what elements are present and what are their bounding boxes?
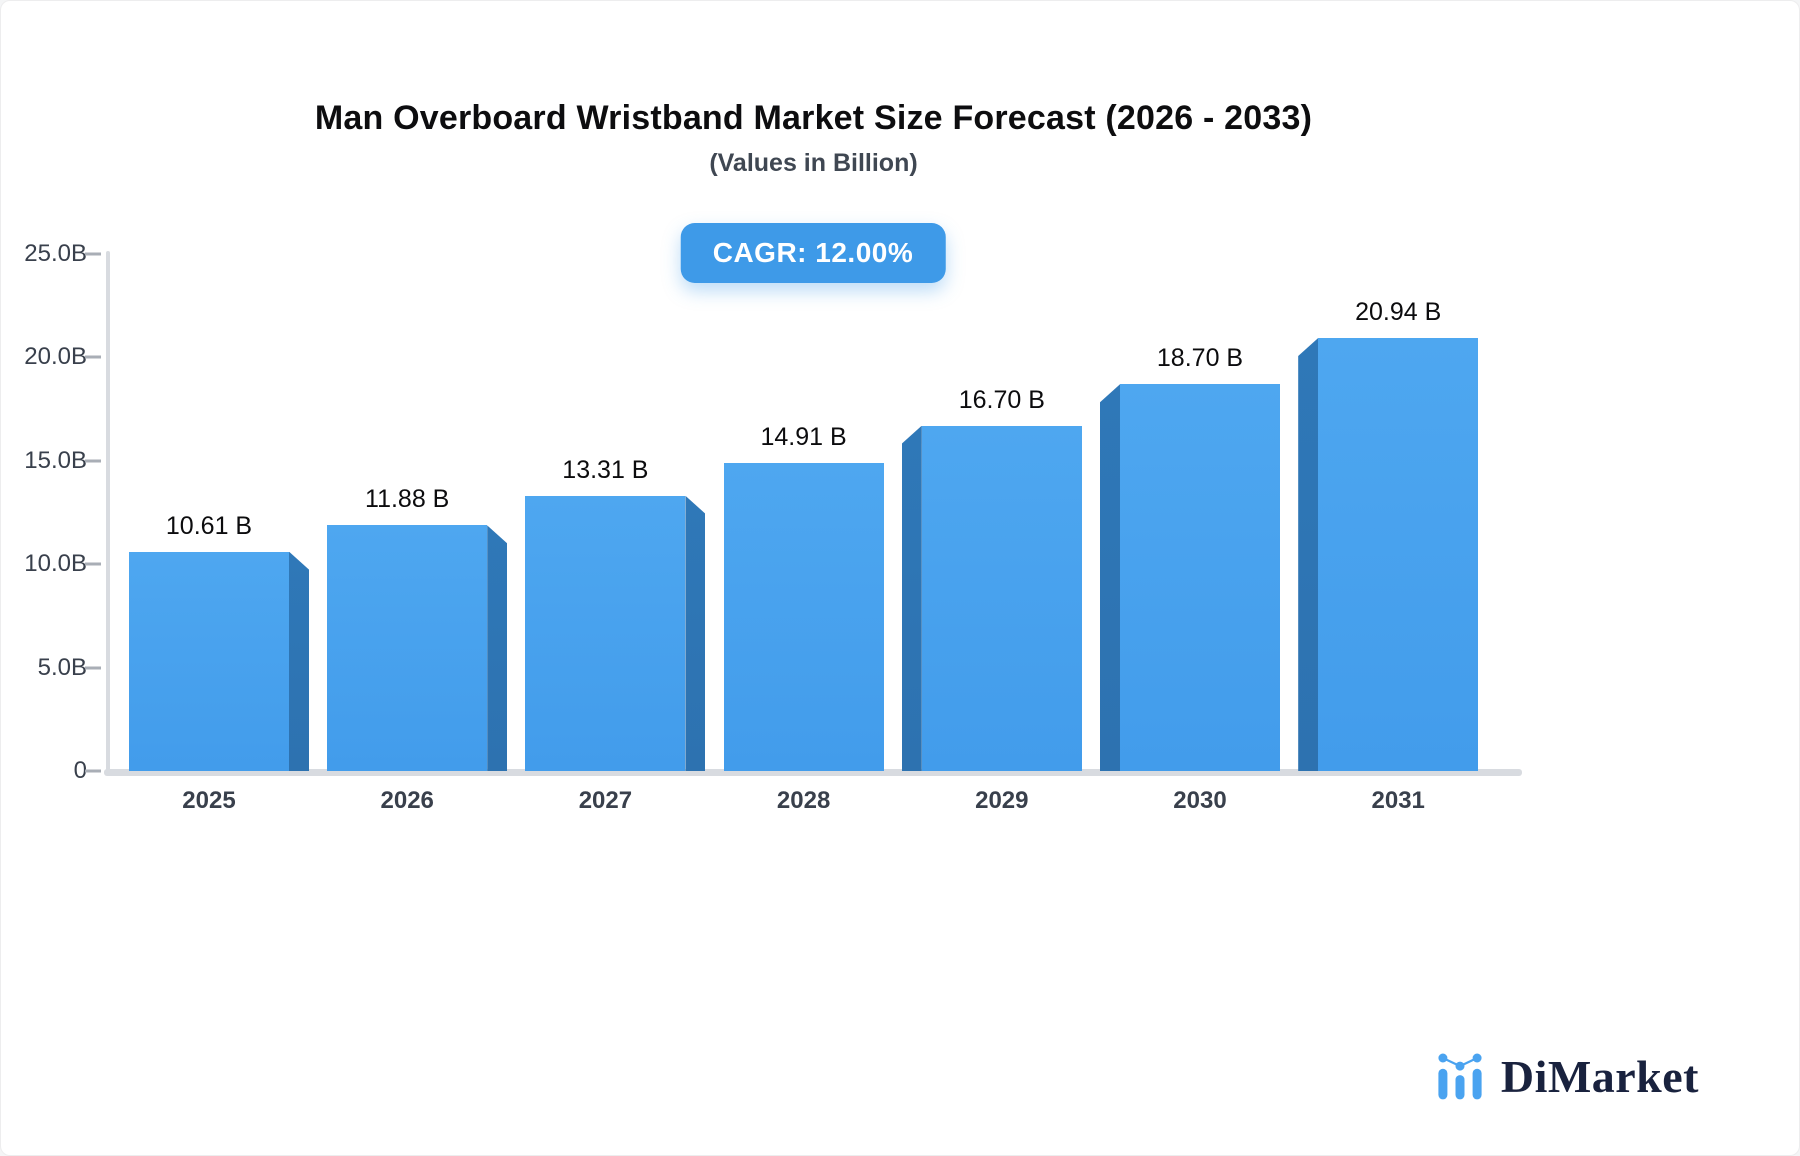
x-axis-label-2030: 2030 xyxy=(1173,787,1227,814)
y-tick-label: 5.0B xyxy=(37,653,87,681)
y-tick-mark xyxy=(85,666,101,670)
bar-value-label: 16.70 B xyxy=(958,385,1045,414)
bar-2031 xyxy=(1318,337,1479,771)
bar-side-shade xyxy=(1100,384,1120,771)
y-tick-mark xyxy=(85,769,101,773)
y-tick-mark xyxy=(85,252,101,256)
bar-value-label: 10.61 B xyxy=(165,511,253,540)
x-axis-line xyxy=(104,769,1522,776)
y-tick-label: 10.0B xyxy=(24,550,87,578)
bar-value-label: 11.88 B xyxy=(365,485,450,514)
y-tick-mark xyxy=(85,459,101,463)
x-axis-label-2031: 2031 xyxy=(1371,787,1425,814)
bar-2026 xyxy=(327,525,488,771)
bar-value-label: 13.31 B xyxy=(562,455,649,484)
bar-2030 xyxy=(1120,384,1280,771)
bar-side-shade xyxy=(685,495,706,771)
x-axis-label-2028: 2028 xyxy=(776,787,831,814)
bar-chart-logo-icon xyxy=(1438,1053,1482,1100)
y-tick-label: 20.0B xyxy=(24,343,87,371)
brand-name: DiMarket xyxy=(1500,1050,1699,1102)
chart-title: Man Overboard Wristband Market Size Fore… xyxy=(314,99,1313,137)
brand-footer: DiMarket xyxy=(1433,1049,1699,1103)
y-tick-mark xyxy=(85,562,101,566)
x-axis-label-2027: 2027 xyxy=(578,787,633,814)
bar-2028 xyxy=(723,462,884,771)
bar-value-label: 14.91 B xyxy=(760,422,847,451)
bar-side-shade xyxy=(487,525,508,771)
bar-side-shade xyxy=(289,551,309,771)
bar-2027 xyxy=(525,495,686,771)
bar-value-label: 18.70 B xyxy=(1156,344,1244,373)
x-axis-label-2026: 2026 xyxy=(380,787,434,814)
y-axis-line xyxy=(106,251,110,773)
bar-2029 xyxy=(921,425,1082,771)
cagr-badge: CAGR: 12.00% xyxy=(680,223,946,283)
bar-2025 xyxy=(129,551,289,771)
y-tick-mark xyxy=(85,355,101,359)
bar-side-shade xyxy=(1298,337,1319,771)
y-tick-label: 0 xyxy=(73,757,87,784)
bar-side-shade xyxy=(901,425,922,771)
bar-value-label: 20.94 B xyxy=(1355,297,1442,326)
x-axis-label-2025: 2025 xyxy=(182,787,236,814)
x-axis-label-2029: 2029 xyxy=(975,787,1029,814)
chart-subtitle: (Values in Billion) xyxy=(709,149,918,177)
y-tick-label: 25.0B xyxy=(24,240,87,267)
y-tick-label: 15.0B xyxy=(24,446,87,474)
